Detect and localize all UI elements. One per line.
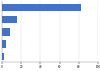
Bar xyxy=(2,28,10,36)
Bar xyxy=(2,40,6,48)
Bar xyxy=(2,4,81,11)
Bar xyxy=(2,16,17,23)
Bar xyxy=(2,53,4,60)
